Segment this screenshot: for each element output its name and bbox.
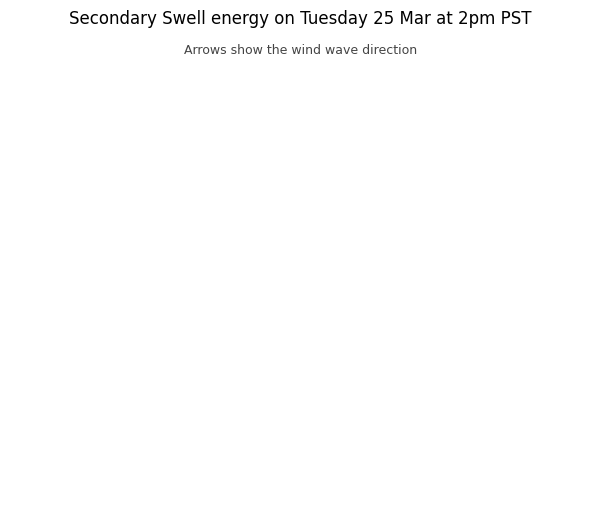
Text: Arrows show the wind wave direction: Arrows show the wind wave direction [184, 44, 417, 56]
Text: cartopy required: cartopy required [219, 279, 382, 298]
Text: Secondary Swell energy on Tuesday 25 Mar at 2pm PST: Secondary Swell energy on Tuesday 25 Mar… [69, 10, 532, 28]
